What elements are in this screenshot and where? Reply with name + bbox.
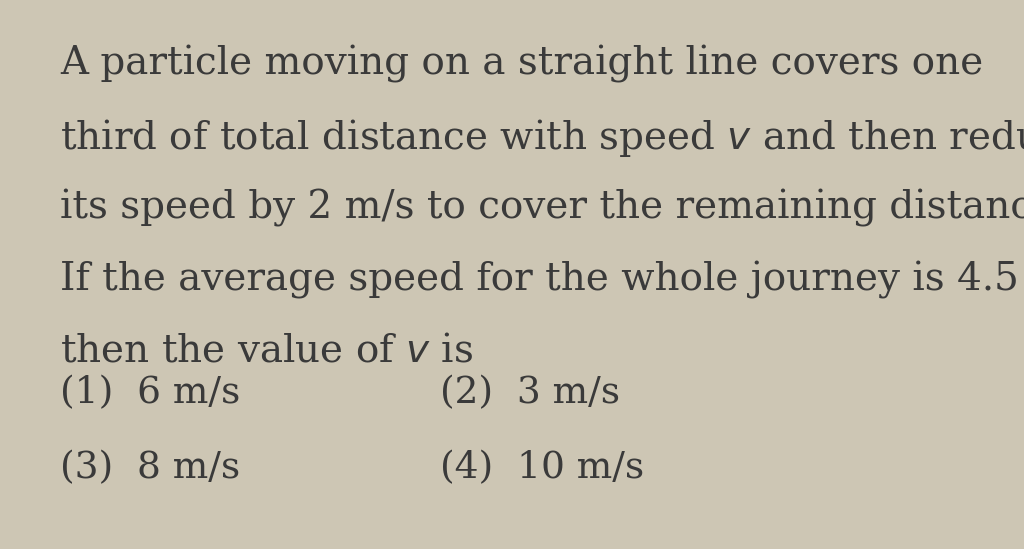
Text: then the value of $v$ is: then the value of $v$ is — [60, 333, 473, 370]
Text: (1)  6 m/s: (1) 6 m/s — [60, 375, 241, 411]
Text: (4)  10 m/s: (4) 10 m/s — [440, 450, 644, 486]
Text: its speed by 2 m/s to cover the remaining distance.: its speed by 2 m/s to cover the remainin… — [60, 189, 1024, 227]
Text: A particle moving on a straight line covers one: A particle moving on a straight line cov… — [60, 45, 983, 83]
Text: If the average speed for the whole journey is 4.5 m/s,: If the average speed for the whole journ… — [60, 261, 1024, 299]
Text: (3)  8 m/s: (3) 8 m/s — [60, 450, 240, 486]
Text: third of total distance with speed $v$ and then reduces: third of total distance with speed $v$ a… — [60, 117, 1024, 159]
Text: (2)  3 m/s: (2) 3 m/s — [440, 375, 620, 411]
